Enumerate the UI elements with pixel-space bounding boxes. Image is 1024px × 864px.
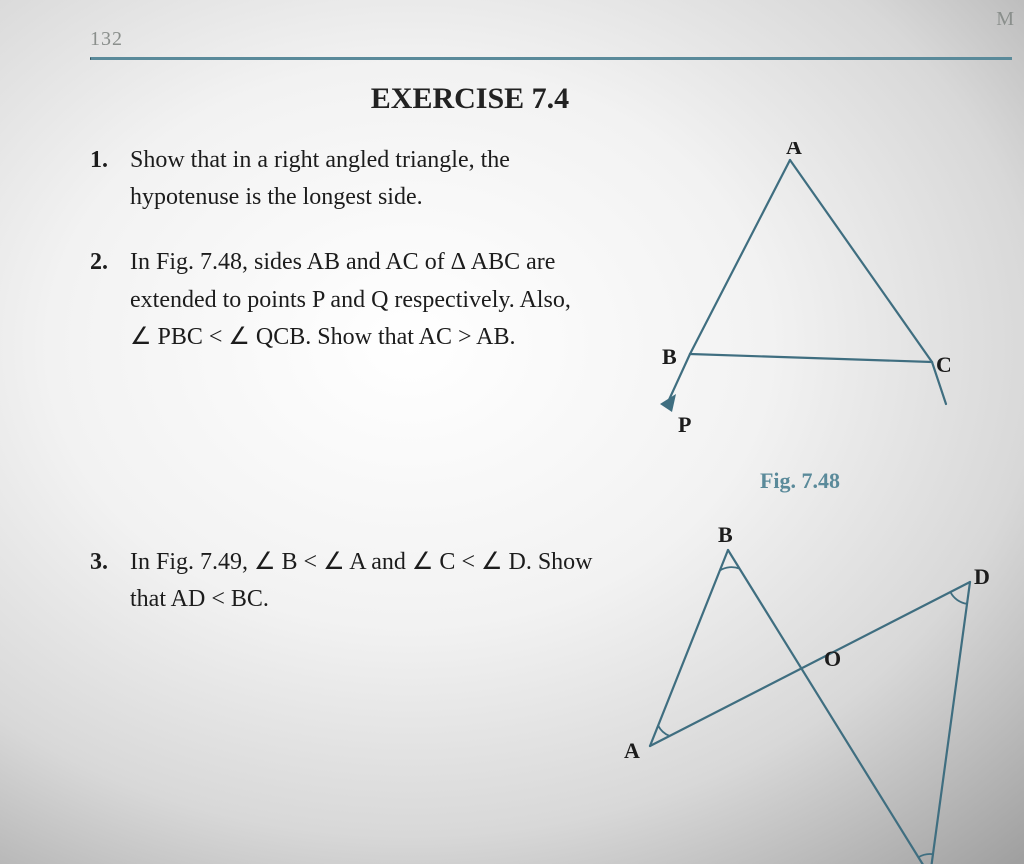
problem-text: Show that in a right angled triangle, th…	[130, 142, 596, 216]
problem-3: 3. In Fig. 7.49, ∠ B < ∠ A and ∠ C < ∠ D…	[90, 544, 596, 618]
header-rule	[90, 57, 1012, 60]
figure-7-48: A B C P	[610, 142, 950, 462]
page-number: 132	[90, 28, 990, 51]
problem-list: 1. Show that in a right angled triangle,…	[90, 142, 596, 356]
svg-text:O: O	[824, 646, 841, 671]
svg-text:D: D	[974, 564, 990, 589]
svg-text:B: B	[718, 522, 733, 547]
problem-number: 1.	[90, 142, 118, 216]
content-area: 1. Show that in a right angled triangle,…	[90, 142, 990, 864]
problem-number: 3.	[90, 544, 118, 618]
problem-1: 1. Show that in a right angled triangle,…	[90, 142, 596, 216]
figure-caption: Fig. 7.48	[610, 468, 990, 494]
spacer	[90, 384, 596, 544]
problem-number: 2.	[90, 244, 118, 356]
svg-text:P: P	[678, 412, 691, 437]
problem-list-2: 3. In Fig. 7.49, ∠ B < ∠ A and ∠ C < ∠ D…	[90, 544, 596, 618]
problem-text: In Fig. 7.49, ∠ B < ∠ A and ∠ C < ∠ D. S…	[130, 544, 596, 618]
corner-partial-text: M	[996, 8, 1014, 31]
svg-text:A: A	[786, 142, 802, 159]
textbook-page: 132 M EXERCISE 7.4 1. Show that in a rig…	[0, 0, 1024, 864]
svg-text:C: C	[936, 352, 950, 377]
figure-7-49: ABODC	[610, 514, 990, 864]
exercise-title: EXERCISE 7.4	[90, 82, 850, 116]
problem-2: 2. In Fig. 7.48, sides AB and AC of Δ AB…	[90, 244, 596, 356]
problems-column: 1. Show that in a right angled triangle,…	[90, 142, 596, 864]
figures-column: ABCP Fig. 7.48 ABODC Fig. 7.49	[610, 142, 990, 864]
problem-text: In Fig. 7.48, sides AB and AC of Δ ABC a…	[130, 244, 596, 356]
svg-text:A: A	[624, 738, 640, 763]
spacer	[90, 646, 596, 864]
svg-text:B: B	[662, 344, 677, 369]
